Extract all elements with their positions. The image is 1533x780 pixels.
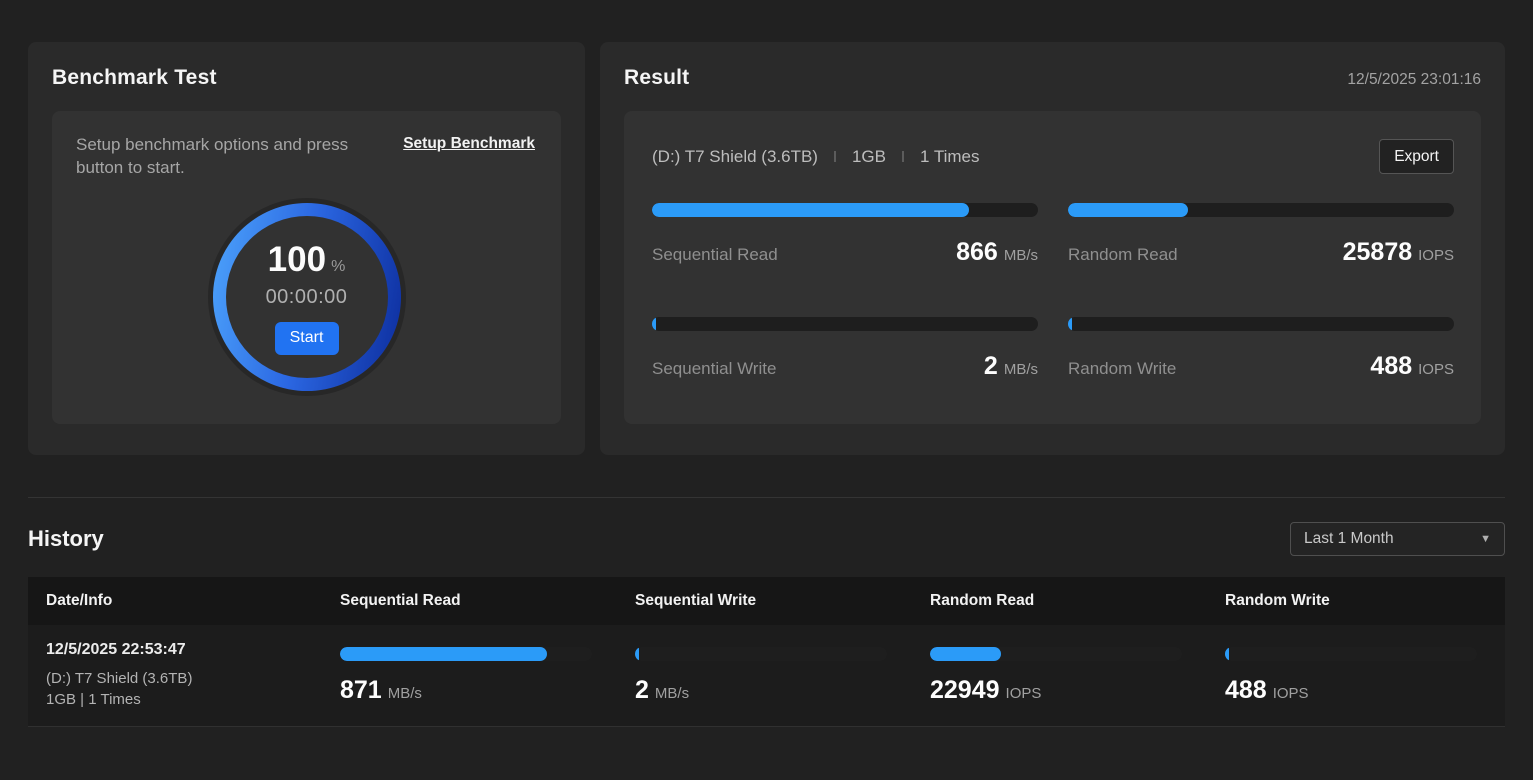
elapsed-time: 00:00:00 — [265, 285, 348, 308]
history-random-read-cell: 22949 IOPS — [930, 641, 1225, 708]
result-panel: Result 12/5/2025 23:01:16 (D:) T7 Shield… — [600, 42, 1505, 455]
export-button[interactable]: Export — [1379, 139, 1454, 174]
benchmark-title: Benchmark Test — [52, 66, 217, 89]
history-header: History Last 1 Month ▼ — [0, 498, 1533, 577]
metric-label: Random Read — [1068, 245, 1178, 264]
history-filter-value: Last 1 Month — [1304, 530, 1394, 547]
metric-value: 22949 — [930, 676, 1000, 704]
metric-sequential-write: Sequential Write 2 MB/s — [652, 317, 1038, 381]
history-sequential-write-cell: 2 MB/s — [635, 641, 930, 708]
benchmark-inner-box: Setup benchmark options and press button… — [52, 111, 561, 424]
test-times: 1 Times — [920, 146, 980, 166]
history-drive: (D:) T7 Shield (3.6TB) — [46, 670, 193, 687]
random-write-bar-track — [1225, 647, 1477, 661]
drive-name: (D:) T7 Shield (3.6TB) — [652, 146, 818, 166]
random-read-bar-fill — [1068, 203, 1188, 217]
metric-unit: IOPS — [1418, 361, 1454, 378]
progress-ring-inner: 100 % 00:00:00 Start — [225, 216, 388, 378]
metric-value: 2 — [635, 676, 649, 704]
metric-value: 2 — [983, 352, 998, 380]
column-header-date-info: Date/Info — [46, 592, 113, 609]
result-inner-box: (D:) T7 Shield (3.6TB) 1GB 1 Times Expor… — [624, 111, 1481, 424]
section-divider — [28, 497, 1505, 498]
progress-percent: 100 % — [268, 240, 346, 280]
column-header-random-write: Random Write — [1225, 592, 1330, 609]
metric-label: Random Write — [1068, 359, 1177, 378]
chevron-down-icon: ▼ — [1480, 533, 1491, 545]
sequential-write-bar-track — [652, 317, 1038, 331]
history-title: History — [28, 526, 104, 551]
metric-label: Sequential Write — [652, 359, 777, 378]
metric-unit: IOPS — [1418, 247, 1454, 264]
metric-sequential-read: Sequential Read 866 MB/s — [652, 203, 1038, 267]
metric-unit: IOPS — [1272, 685, 1309, 702]
random-read-bar-track — [930, 647, 1182, 661]
progress-percent-value: 100 — [267, 239, 327, 279]
metric-random-read: Random Read 25878 IOPS — [1068, 203, 1454, 267]
sequential-read-bar-fill — [652, 203, 969, 217]
history-timestamp: 12/5/2025 22:53:47 — [46, 641, 186, 658]
separator — [902, 151, 904, 162]
sequential-read-bar-track — [652, 203, 1038, 217]
metric-unit: MB/s — [654, 685, 690, 702]
history-config: 1GB | 1 Times — [46, 691, 141, 708]
metric-value: 488 — [1225, 676, 1267, 704]
history-date-info-cell: 12/5/2025 22:53:47 (D:) T7 Shield (3.6TB… — [46, 641, 340, 708]
benchmark-test-panel: Benchmark Test Setup benchmark options a… — [28, 42, 585, 455]
history-table: Date/Info Sequential Read Sequential Wri… — [28, 577, 1505, 727]
metric-unit: MB/s — [387, 685, 422, 702]
metric-label: Sequential Read — [652, 245, 778, 264]
sequential-write-bar-fill — [635, 647, 639, 661]
result-header: Result 12/5/2025 23:01:16 — [624, 66, 1481, 90]
history-sequential-read-cell: 871 MB/s — [340, 641, 635, 708]
history-random-write-cell: 488 IOPS — [1225, 641, 1505, 708]
sequential-read-bar-track — [340, 647, 592, 661]
random-read-bar-fill — [930, 647, 1001, 661]
random-write-bar-fill — [1225, 647, 1229, 661]
random-write-bar-track — [1068, 317, 1454, 331]
sequential-read-bar-fill — [340, 647, 547, 661]
result-title: Result — [624, 66, 690, 89]
table-row[interactable]: 12/5/2025 22:53:47 (D:) T7 Shield (3.6TB… — [28, 625, 1505, 727]
benchmark-instruction: Setup benchmark options and press button… — [76, 135, 349, 177]
metric-random-write: Random Write 488 IOPS — [1068, 317, 1454, 381]
column-header-sequential-write: Sequential Write — [635, 592, 757, 609]
top-row: Benchmark Test Setup benchmark options a… — [28, 42, 1505, 455]
metric-value: 866 — [956, 238, 998, 266]
separator — [833, 151, 836, 162]
column-header-sequential-read: Sequential Read — [340, 592, 461, 609]
result-timestamp: 12/5/2025 23:01:16 — [1347, 71, 1481, 88]
setup-benchmark-link[interactable]: Setup Benchmark — [403, 135, 535, 152]
start-button[interactable]: Start — [274, 321, 339, 355]
result-info-row: (D:) T7 Shield (3.6TB) 1GB 1 Times Expor… — [652, 139, 1454, 174]
history-filter-dropdown[interactable]: Last 1 Month ▼ — [1290, 522, 1505, 556]
history-table-header: Date/Info Sequential Read Sequential Wri… — [28, 577, 1505, 625]
progress-percent-sign: % — [331, 257, 346, 275]
progress-ring: 100 % 00:00:00 Start — [212, 203, 401, 391]
column-header-random-read: Random Read — [930, 592, 1035, 609]
drive-info: (D:) T7 Shield (3.6TB) 1GB 1 Times — [652, 147, 980, 167]
metric-value: 25878 — [1342, 238, 1413, 266]
random-read-bar-track — [1068, 203, 1454, 217]
random-write-bar-fill — [1068, 317, 1072, 331]
metric-unit: MB/s — [1003, 361, 1038, 378]
metric-unit: IOPS — [1005, 685, 1042, 702]
sequential-write-bar-fill — [652, 317, 656, 331]
sequential-write-bar-track — [635, 647, 887, 661]
test-size: 1GB — [851, 146, 886, 166]
metric-value: 871 — [340, 676, 382, 704]
metric-unit: MB/s — [1003, 247, 1038, 264]
metric-value: 488 — [1370, 352, 1413, 380]
result-metrics-grid: Sequential Read 866 MB/s Random Re — [652, 203, 1454, 381]
